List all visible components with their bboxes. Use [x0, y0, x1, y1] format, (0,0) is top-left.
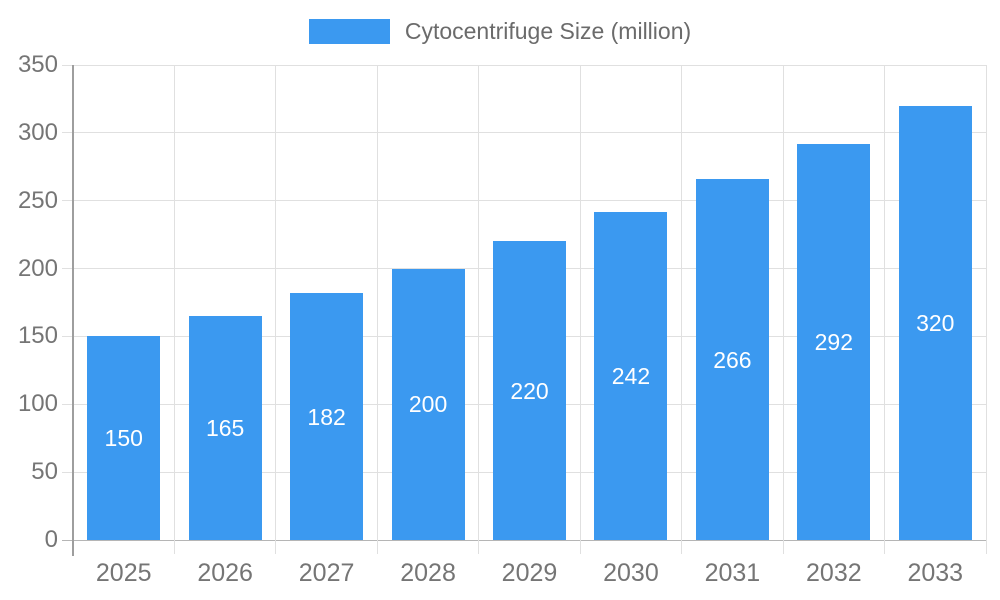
chart-legend[interactable]: Cytocentrifuge Size (million): [0, 17, 1000, 45]
x-axis-tick-label: 2030: [603, 559, 659, 587]
y-gridline: [62, 132, 986, 134]
x-axis-tick-label: 2028: [400, 559, 456, 587]
bar-value-label: 266: [713, 346, 752, 373]
bar: [594, 211, 668, 540]
bar: [290, 293, 364, 540]
x-axis-line: [62, 539, 986, 541]
y-axis-tick-label: 100: [17, 390, 58, 418]
x-gridline: [681, 65, 683, 554]
x-gridline: [884, 65, 886, 554]
x-gridline: [782, 65, 784, 554]
y-axis-tick-label: 50: [31, 458, 58, 486]
x-axis-tick-label: 2029: [501, 559, 558, 587]
x-axis-tick-label: 2032: [806, 559, 862, 587]
bar-value-label: 200: [408, 391, 448, 418]
x-axis-tick-label: 2025: [95, 559, 152, 587]
bar: [695, 179, 769, 540]
y-axis-tick-label: 200: [17, 254, 58, 282]
y-axis-tick-label: 0: [44, 526, 58, 553]
bar: [797, 143, 871, 540]
bar: [188, 316, 262, 540]
y-axis-tick-label: 300: [17, 118, 58, 146]
y-axis-line: [72, 65, 74, 556]
bar-value-label: 292: [814, 328, 854, 355]
x-gridline: [376, 65, 378, 554]
y-axis-tick-label: 150: [17, 322, 58, 350]
x-gridline: [985, 65, 987, 554]
bar-value-label: 242: [611, 362, 651, 389]
y-gridline: [62, 64, 986, 66]
bar: [898, 105, 972, 540]
x-axis-tick-label: 2026: [197, 559, 253, 587]
bar-value-label: 182: [307, 403, 346, 430]
bar-value-label: 165: [205, 415, 245, 442]
x-gridline: [579, 65, 581, 554]
bar-value-label: 150: [104, 425, 143, 452]
y-axis-tick-label: 350: [17, 51, 58, 78]
bar: [391, 268, 465, 540]
y-axis-tick-label: 250: [17, 186, 58, 214]
x-axis-tick-label: 2031: [704, 559, 761, 587]
bar: [493, 241, 566, 540]
bar: [87, 336, 161, 540]
x-gridline: [478, 65, 480, 554]
bar-value-label: 220: [510, 377, 549, 404]
x-axis-tick-label: 2027: [298, 559, 355, 587]
x-axis-tick-label: 2033: [907, 559, 964, 587]
y-gridline: [62, 200, 986, 202]
x-gridline: [275, 65, 277, 554]
bar-value-label: 320: [916, 309, 955, 336]
legend-label: Cytocentrifuge Size (million): [404, 17, 692, 44]
x-gridline: [173, 65, 175, 554]
legend-swatch-icon: [308, 18, 390, 44]
